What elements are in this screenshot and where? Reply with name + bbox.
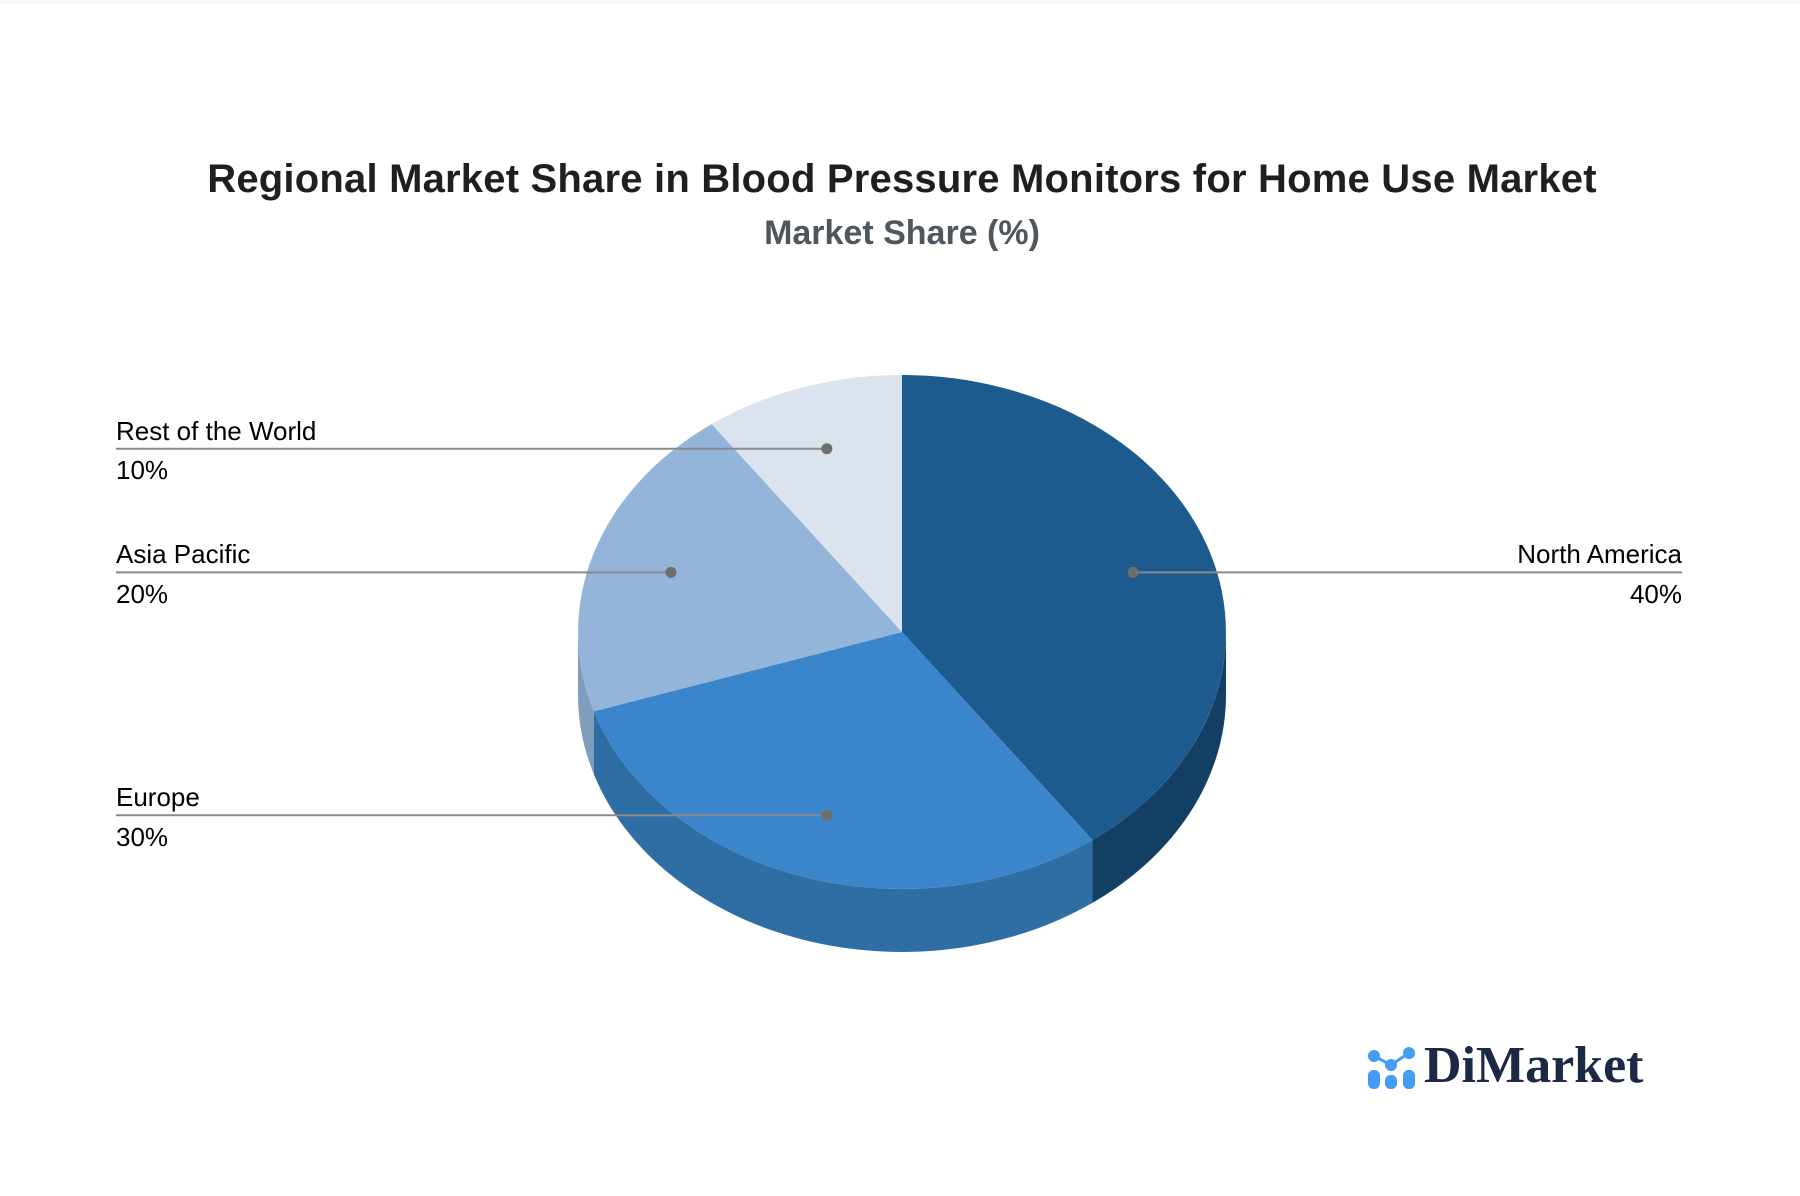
- pie-slice-asia-pacific[interactable]: [578, 424, 902, 712]
- connector-dot-north-america: [1127, 566, 1139, 578]
- pie-slice-rest-of-world[interactable]: [711, 375, 902, 632]
- label-connectors: [116, 447, 1682, 817]
- label-connector-dots: [665, 443, 1139, 821]
- pie-slice-north-america[interactable]: [902, 375, 1226, 840]
- slice-label-europe: Europe: [116, 782, 200, 812]
- bar-line-chart-icon: [1368, 1047, 1415, 1089]
- slice-label-asia-pacific: Asia Pacific: [116, 539, 251, 569]
- chart-subtitle: Market Share (%): [764, 214, 1040, 253]
- slice-value-north-america: 40%: [1629, 579, 1682, 609]
- pie-side-north-america: [1092, 632, 1226, 903]
- slice-value-asia-pacific: 20%: [116, 579, 169, 609]
- connector-dot-asia-pacific: [665, 566, 677, 578]
- logo-text: DiMarket: [1424, 1037, 1644, 1094]
- connector-dot-europe: [821, 809, 833, 821]
- slice-label-rest-of-world: Rest of the World: [116, 416, 317, 446]
- slice-label-north-america: North America: [1517, 539, 1682, 569]
- connector-dot-rest-of-world: [821, 443, 833, 455]
- slice-value-rest-of-world: 10%: [116, 455, 169, 485]
- pie-side-asia-pacific: [578, 632, 594, 775]
- slice-value-europe: 30%: [116, 822, 169, 852]
- pie-slice-europe[interactable]: [593, 632, 1093, 889]
- chart-title: Regional Market Share in Blood Pressure …: [207, 156, 1597, 201]
- top-border-strip: [0, 0, 1800, 4]
- pie-side-europe: [593, 711, 1093, 952]
